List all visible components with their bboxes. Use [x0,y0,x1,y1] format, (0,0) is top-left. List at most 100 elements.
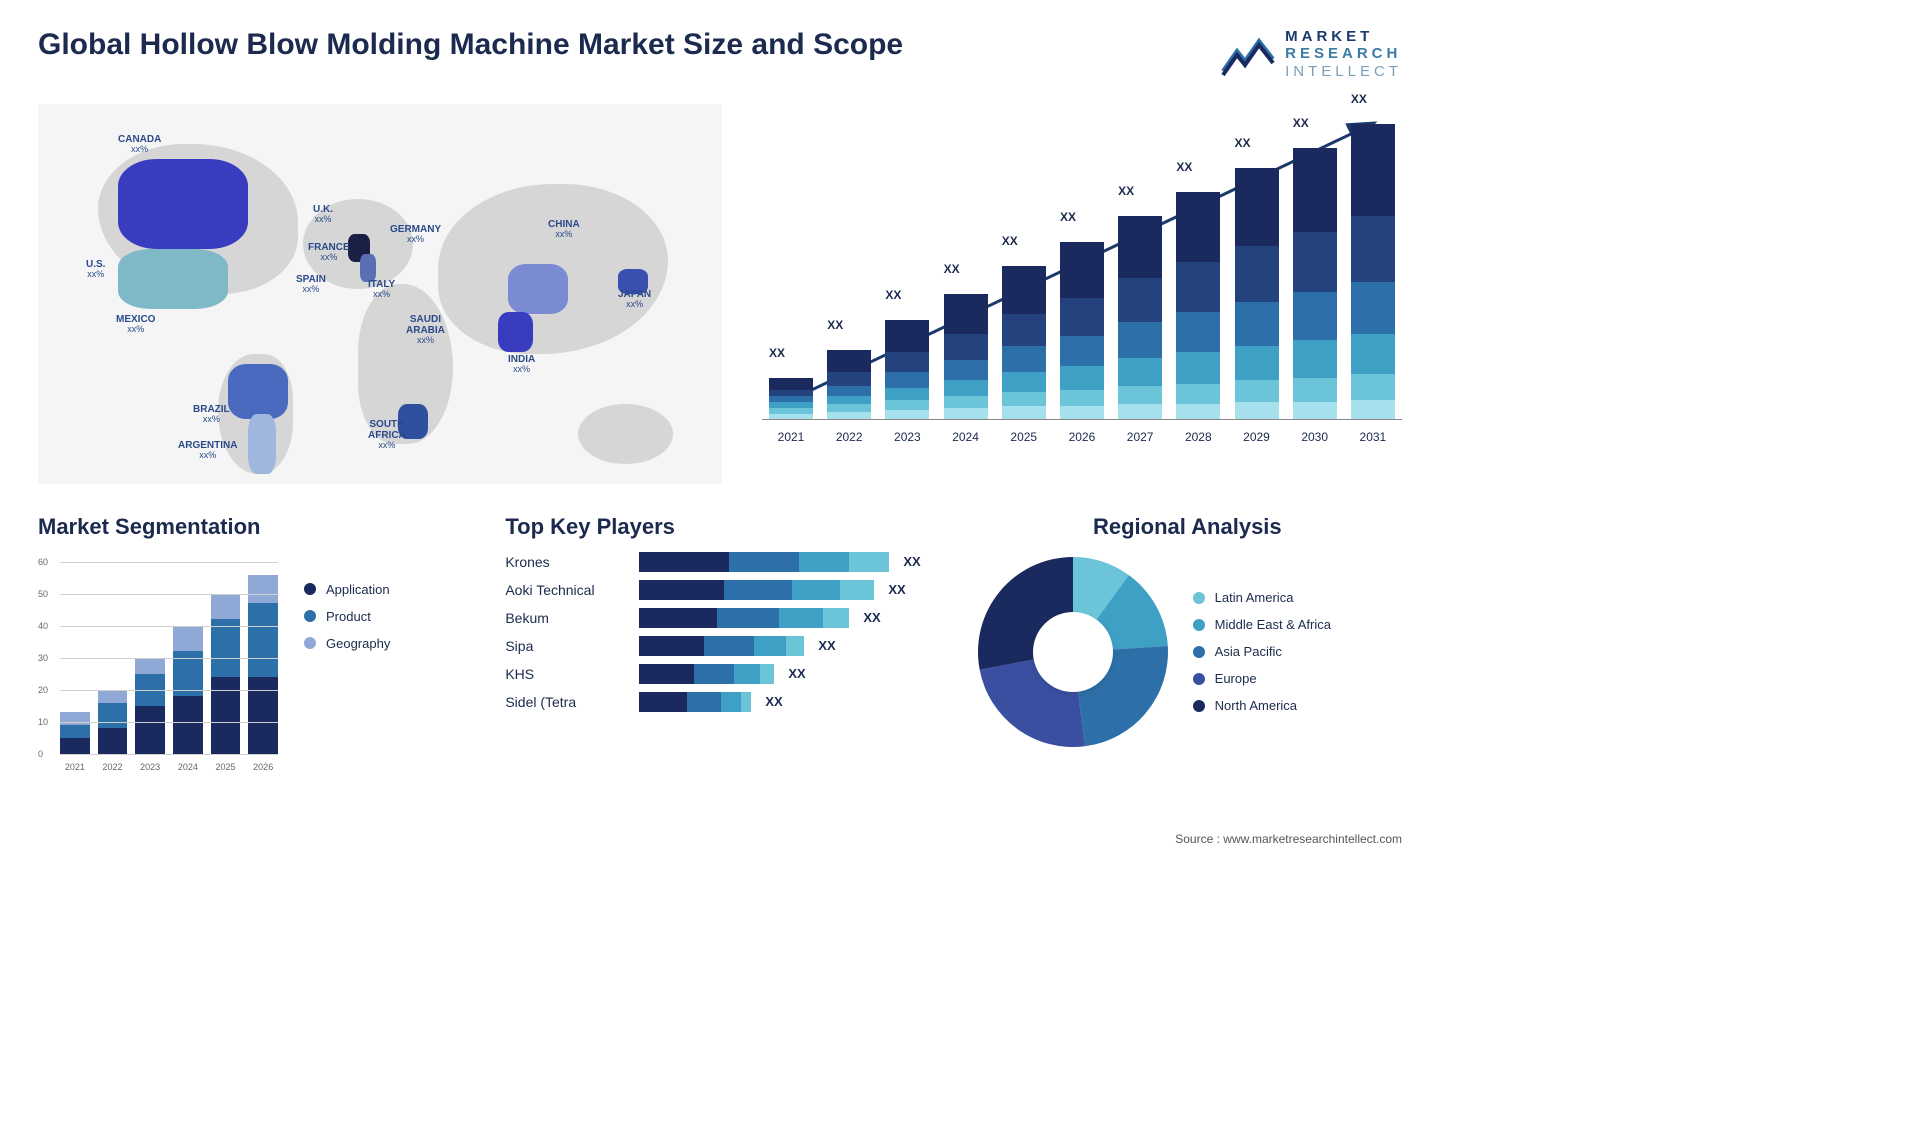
seg-legend-item: Product [304,609,390,624]
key-player-bar-segment [823,608,849,628]
growth-bar-segment [1118,386,1162,404]
growth-bar-segment [1293,232,1337,292]
key-player-bar [639,664,774,684]
growth-bar-value: XX [827,318,843,332]
seg-y-tick: 20 [38,685,48,695]
legend-dot [304,637,316,649]
legend-dot [304,610,316,622]
growth-bar-segment [1176,384,1220,404]
growth-bar-value: XX [944,262,960,276]
key-player-bar-segment [734,664,760,684]
seg-bar-segment [98,703,128,729]
key-player-row: Krones XX [505,552,934,572]
seg-bar [135,658,165,754]
growth-axis-line [762,419,1402,420]
growth-year-label: 2025 [1001,430,1047,444]
growth-bar-segment [1060,390,1104,406]
growth-bar-segment [885,388,929,400]
growth-bar-segment [1351,374,1395,400]
seg-bar-segment [60,725,90,738]
legend-dot [1193,619,1205,631]
key-player-name: Krones [505,554,625,570]
growth-bar-segment [1235,380,1279,402]
regional-title: Regional Analysis [973,514,1402,540]
growth-bar-segment [1351,124,1395,216]
key-player-bar-segment [792,580,840,600]
growth-bar-segment [1176,262,1220,312]
growth-bar-segment [1176,192,1220,262]
key-player-value: XX [765,694,782,709]
key-player-bar-segment [724,580,792,600]
growth-bar-segment [827,404,871,412]
growth-bar: XX [826,350,872,420]
growth-bar: XX [1001,266,1047,420]
region-legend-item: Europe [1193,671,1331,686]
map-country-label: INDIAxx% [508,354,535,375]
map-country-highlight [498,312,533,352]
growth-bar-value: XX [1293,116,1309,130]
map-country-highlight [508,264,568,314]
growth-bar-segment [944,294,988,334]
growth-bar-value: XX [769,346,785,360]
growth-bar-value: XX [885,288,901,302]
growth-bar-segment [769,378,813,390]
seg-bar-segment [173,626,203,652]
seg-year-label: 2023 [135,762,165,772]
map-country-label: SAUDIARABIAxx% [406,314,445,346]
key-player-bar [639,552,889,572]
map-country-label: CHINAxx% [548,219,580,240]
growth-bar-value: XX [1060,210,1076,224]
legend-label: Latin America [1215,590,1294,605]
map-country-highlight [118,159,248,249]
seg-bar-segment [60,738,90,754]
growth-bar-segment [1235,302,1279,346]
logo-line2: RESEARCH [1285,45,1402,62]
source-attribution: Source : www.marketresearchintellect.com [1175,832,1402,846]
regional-legend: Latin AmericaMiddle East & AfricaAsia Pa… [1193,590,1331,713]
growth-bar-segment [885,372,929,388]
legend-label: Asia Pacific [1215,644,1282,659]
growth-bar-segment [827,350,871,372]
key-player-row: BekumXX [505,608,934,628]
key-player-bar-segment [704,636,754,656]
growth-bar-segment [1235,168,1279,246]
seg-bar-segment [248,677,278,754]
growth-year-label: 2021 [768,430,814,444]
growth-year-label: 2024 [943,430,989,444]
key-player-bar-segment [687,692,721,712]
key-player-row: Sidel (TetraXX [505,692,934,712]
map-country-highlight [118,249,228,309]
map-country-label: ARGENTINAxx% [178,440,237,461]
growth-bar-segment [1235,402,1279,420]
logo-icon [1221,31,1275,77]
seg-year-label: 2022 [98,762,128,772]
growth-bar-value: XX [1235,136,1251,150]
key-player-value: XX [788,666,805,681]
map-country-label: CANADAxx% [118,134,161,155]
map-country-label: BRAZILxx% [193,404,230,425]
donut-hole [1033,612,1113,692]
growth-bar-segment [1060,406,1104,420]
growth-year-label: 2031 [1350,430,1396,444]
map-country-label: ITALYxx% [368,279,395,300]
growth-bar-segment [1293,292,1337,340]
growth-bar-value: XX [1351,92,1367,106]
key-player-value: XX [888,582,905,597]
seg-y-tick: 50 [38,589,48,599]
key-player-bar-segment [639,636,704,656]
seg-bar-segment [135,706,165,754]
legend-label: Application [326,582,390,597]
brand-logo: MARKET RESEARCH INTELLECT [1221,28,1402,80]
growth-bar-value: XX [1118,184,1134,198]
logo-line3: INTELLECT [1285,63,1402,80]
key-player-value: XX [903,554,920,569]
map-country-label: U.S.xx% [86,259,105,280]
growth-bar-segment [944,334,988,360]
growth-bar-segment [944,396,988,408]
growth-bar-segment [1118,358,1162,386]
growth-bar: XX [768,378,814,420]
legend-dot [304,583,316,595]
key-player-bar-segment [639,580,724,600]
legend-label: Product [326,609,371,624]
key-player-bar-segment [694,664,734,684]
